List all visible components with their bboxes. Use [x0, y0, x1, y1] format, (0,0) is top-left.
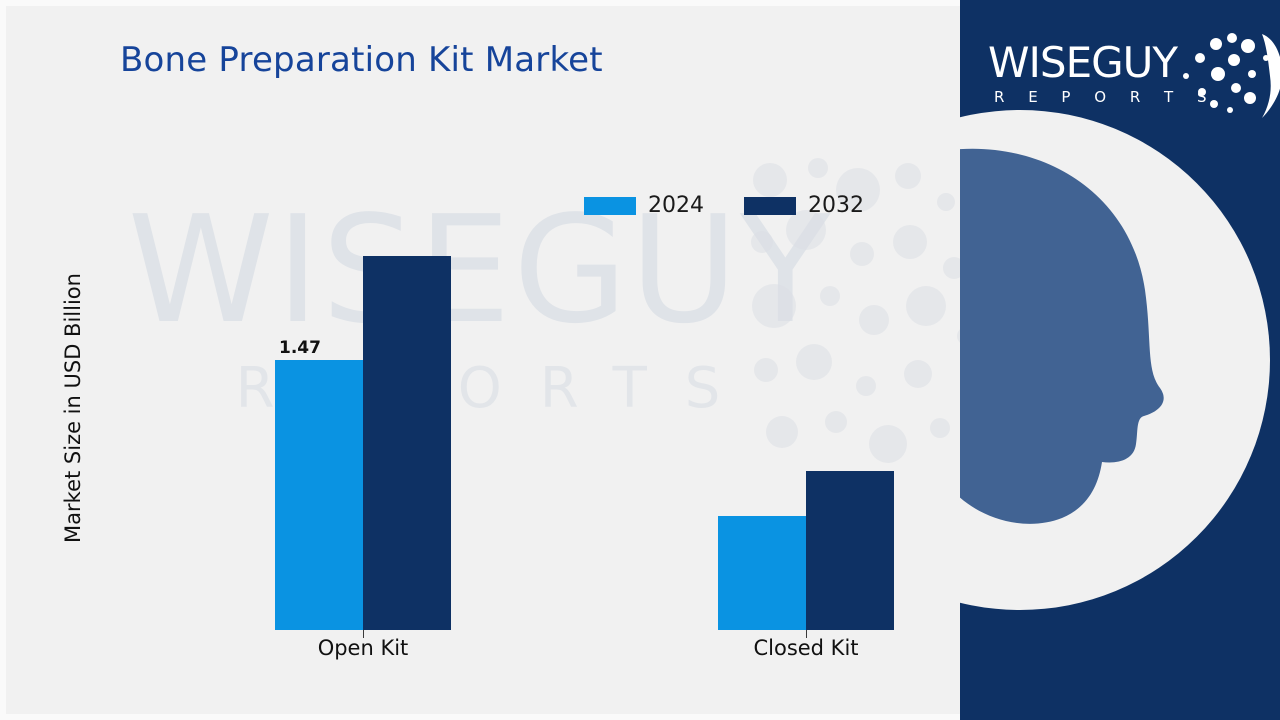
legend-item-2024[interactable]: 2024 — [584, 193, 704, 218]
watermark-dots-icon — [751, 158, 960, 463]
logo[interactable]: WISEGUY R E P O R T S — [988, 30, 1280, 120]
chart-panel: WISEGUY REPORTS Bone Preparation — [0, 0, 960, 720]
bar-open-kit-2024[interactable] — [275, 360, 363, 630]
axis-tick-open-kit — [363, 630, 364, 638]
axis-tick-closed-kit — [806, 630, 807, 638]
legend-swatch-2024 — [584, 196, 636, 215]
brand-panel: WISEGUY R E P O R T S — [960, 0, 1280, 720]
frame-top-edge — [0, 0, 960, 6]
bar-value-open-kit-2024: 1.47 — [279, 338, 321, 358]
legend-swatch-2032 — [744, 196, 796, 215]
logo-wordmark: WISEGUY — [988, 38, 1178, 87]
plot-area: 1.47 Open Kit Closed Kit — [275, 256, 894, 660]
bar-open-kit-2032[interactable] — [363, 256, 451, 630]
logo-subtext: R E P O R T S — [994, 88, 1216, 106]
bar-closed-kit-2024[interactable] — [718, 516, 806, 630]
chart-legend: 2024 2032 — [584, 193, 864, 218]
category-label-open-kit: Open Kit — [317, 636, 409, 660]
legend-item-2032[interactable]: 2032 — [744, 193, 864, 218]
frame-left-edge — [0, 0, 6, 720]
logo-dots-icon — [1183, 33, 1280, 118]
page-title: Bone Preparation Kit Market — [120, 40, 603, 80]
legend-label-2032: 2032 — [808, 193, 864, 218]
head-silhouette-icon — [960, 148, 1164, 524]
category-label-closed-kit: Closed Kit — [753, 636, 859, 660]
frame-bottom-edge — [0, 714, 960, 720]
legend-label-2024: 2024 — [648, 193, 704, 218]
bar-closed-kit-2032[interactable] — [806, 471, 894, 630]
